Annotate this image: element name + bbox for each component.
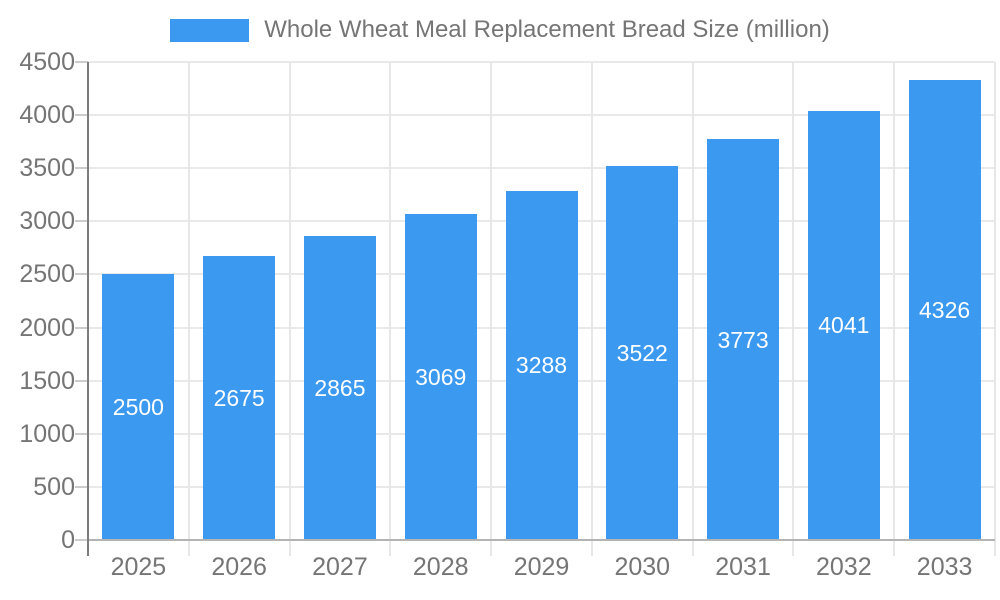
legend-swatch-icon bbox=[170, 18, 250, 42]
y-tick-label: 3000 bbox=[19, 207, 75, 236]
bar-2026 bbox=[203, 255, 276, 540]
bar-value-label: 4041 bbox=[818, 312, 870, 339]
y-tick-label: 4000 bbox=[19, 101, 75, 130]
gridline-vertical bbox=[691, 62, 694, 556]
gridline-vertical bbox=[792, 62, 795, 556]
bar-2025 bbox=[102, 274, 175, 540]
gridline-vertical bbox=[994, 62, 996, 556]
y-tick-label: 500 bbox=[33, 472, 75, 501]
legend-item[interactable]: Whole Wheat Meal Replacement Bread Size … bbox=[170, 16, 830, 44]
bar-value-label: 3069 bbox=[415, 364, 467, 390]
gridline-vertical bbox=[288, 62, 291, 556]
x-axis-line bbox=[88, 539, 995, 541]
y-axis-tick bbox=[75, 61, 88, 63]
x-tick-label: 2026 bbox=[211, 553, 267, 581]
x-tick-label: 2030 bbox=[614, 553, 671, 581]
x-tick-label: 2025 bbox=[110, 553, 167, 581]
y-axis-tick bbox=[75, 485, 88, 488]
y-axis-line bbox=[87, 62, 89, 556]
gridline-vertical bbox=[590, 62, 593, 556]
x-tick-label: 2033 bbox=[916, 553, 973, 581]
y-tick-label: 0 bbox=[61, 526, 75, 554]
bar-value-label: 3288 bbox=[515, 352, 568, 379]
gridline-horizontal bbox=[88, 61, 995, 63]
bar-2027 bbox=[303, 235, 376, 540]
bar-value-label: 3522 bbox=[616, 339, 668, 366]
y-tick-label: 3500 bbox=[19, 154, 75, 183]
legend-label: Whole Wheat Meal Replacement Bread Size … bbox=[264, 16, 830, 43]
y-tick-label: 2500 bbox=[19, 260, 75, 289]
bar-2032 bbox=[807, 110, 880, 540]
y-axis-tick bbox=[75, 114, 88, 117]
bar-2031 bbox=[707, 139, 780, 540]
y-axis-tick bbox=[75, 539, 88, 541]
gridline-horizontal bbox=[88, 114, 995, 117]
bar-value-label: 2675 bbox=[213, 384, 265, 411]
y-axis-tick bbox=[75, 379, 88, 382]
y-axis-tick bbox=[75, 167, 88, 170]
gridline-vertical bbox=[893, 62, 896, 556]
y-tick-label: 4500 bbox=[19, 48, 75, 76]
y-tick-label: 1000 bbox=[19, 419, 75, 448]
gridline-vertical bbox=[389, 62, 392, 556]
bar-value-label: 4326 bbox=[919, 297, 971, 324]
y-axis-tick bbox=[75, 220, 88, 223]
x-tick-label: 2032 bbox=[816, 553, 872, 581]
bar-2028 bbox=[404, 214, 477, 540]
x-tick-label: 2029 bbox=[513, 553, 570, 581]
gridline-vertical bbox=[187, 62, 190, 556]
bar-2029 bbox=[505, 190, 578, 540]
x-tick-label: 2028 bbox=[412, 553, 469, 581]
legend: Whole Wheat Meal Replacement Bread Size … bbox=[0, 15, 1000, 45]
y-axis-tick bbox=[75, 326, 88, 329]
y-axis-tick bbox=[75, 273, 88, 276]
bar-value-label: 2865 bbox=[314, 374, 366, 401]
bar-2033 bbox=[908, 80, 981, 540]
x-tick-label: 2027 bbox=[312, 553, 368, 581]
bar-value-label: 3773 bbox=[717, 326, 769, 353]
bar-2030 bbox=[606, 165, 679, 540]
bar-value-label: 2500 bbox=[112, 394, 164, 421]
y-tick-label: 1500 bbox=[19, 366, 75, 395]
y-tick-label: 2000 bbox=[19, 313, 75, 342]
gridline-vertical bbox=[490, 62, 493, 556]
plot-area: 0 500 1000 1500 2000 2500 3000 3500 4000 4500 2500… bbox=[19, 48, 996, 581]
y-axis-tick bbox=[75, 432, 88, 435]
x-tick-label: 2031 bbox=[715, 553, 771, 581]
gridline-horizontal bbox=[88, 167, 995, 170]
